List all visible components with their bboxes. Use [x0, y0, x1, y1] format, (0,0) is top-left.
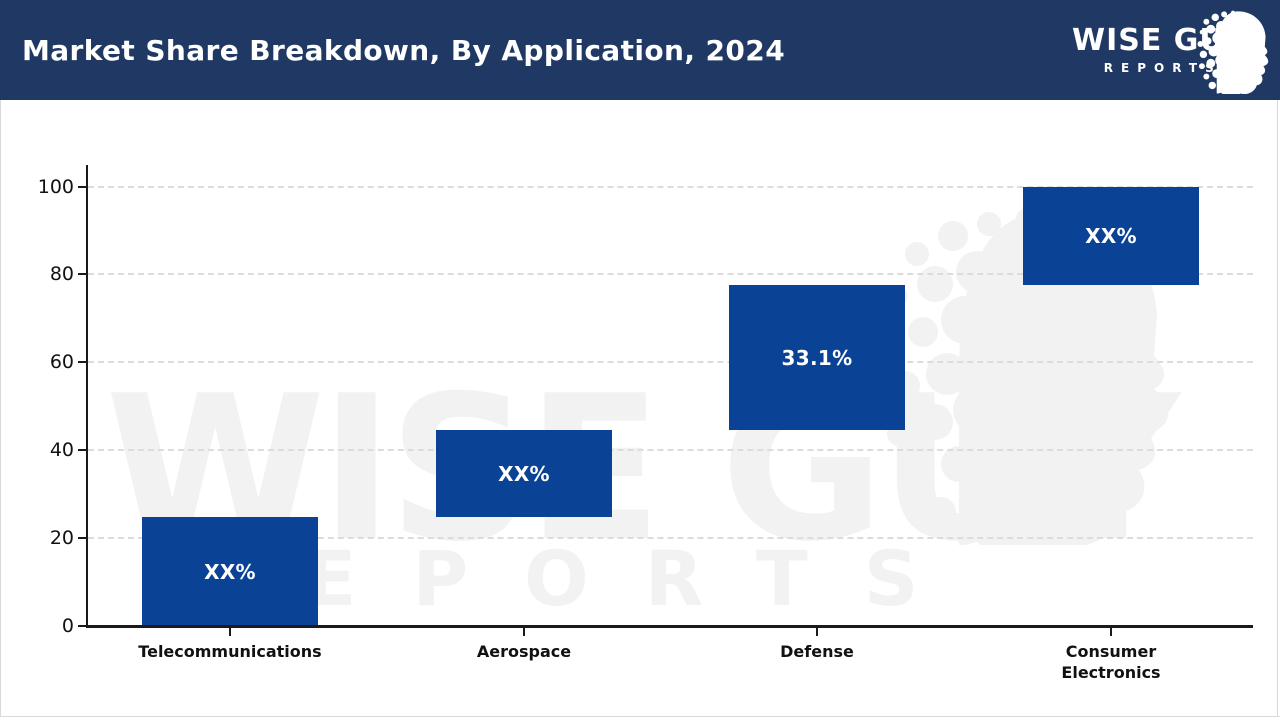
bottom-border: [0, 716, 1280, 717]
bar-defense: 33.1%: [729, 285, 905, 431]
bar-value-label: XX%: [1085, 223, 1137, 248]
header-bar: Market Share Breakdown, By Application, …: [0, 0, 1280, 100]
x-tick-1: [229, 627, 231, 636]
y-tick-100: [78, 185, 86, 188]
gridline-y80: [88, 273, 1253, 276]
gridline-y60: [88, 361, 1253, 364]
y-tick-label-60: 60: [49, 351, 74, 374]
gridline-y20: [88, 537, 1253, 540]
y-tick-label-40: 40: [49, 439, 74, 462]
category-label: Telecommunications: [138, 642, 322, 661]
y-axis-spine: [86, 165, 88, 628]
y-tick-40: [78, 449, 86, 452]
x-axis-spine: [86, 625, 1253, 628]
x-tick-2: [523, 627, 525, 636]
brand-face-dots-icon: [1197, 10, 1269, 94]
y-tick-60: [78, 361, 86, 364]
bar-value-label: XX%: [204, 559, 256, 584]
brand-reports-text: REPORTS: [1103, 61, 1222, 75]
bar-value-label: XX%: [498, 461, 550, 486]
y-tick-label-100: 100: [37, 175, 74, 198]
left-border: [0, 100, 1, 717]
y-tick-80: [78, 273, 86, 276]
y-tick-label-80: 80: [49, 263, 74, 286]
right-border: [1277, 100, 1278, 717]
watermark-face-dots-icon: [881, 209, 1168, 545]
y-tick-20: [78, 537, 86, 540]
gridline-y100: [88, 185, 1253, 188]
y-tick-label-20: 20: [49, 527, 74, 550]
gridline-y40: [88, 449, 1253, 452]
category-label: Aerospace: [476, 642, 572, 661]
page-title: Market Share Breakdown, By Application, …: [22, 34, 786, 67]
brand-logo: WISE GUY REPORTS: [1032, 4, 1272, 96]
x-tick-3: [816, 627, 818, 636]
category-label: Consumer Electronics: [1061, 642, 1161, 682]
x-tick-4: [1110, 627, 1112, 636]
bar-consumer: XX%: [1023, 186, 1199, 285]
bar-aerospace: XX%: [436, 430, 612, 518]
bar-value-label: 33.1%: [781, 345, 853, 370]
y-tick-0: [78, 625, 86, 627]
y-tick-label-0: 0: [61, 615, 74, 637]
category-label: Defense: [780, 642, 854, 661]
bar-telecommunications: XX%: [142, 517, 318, 626]
